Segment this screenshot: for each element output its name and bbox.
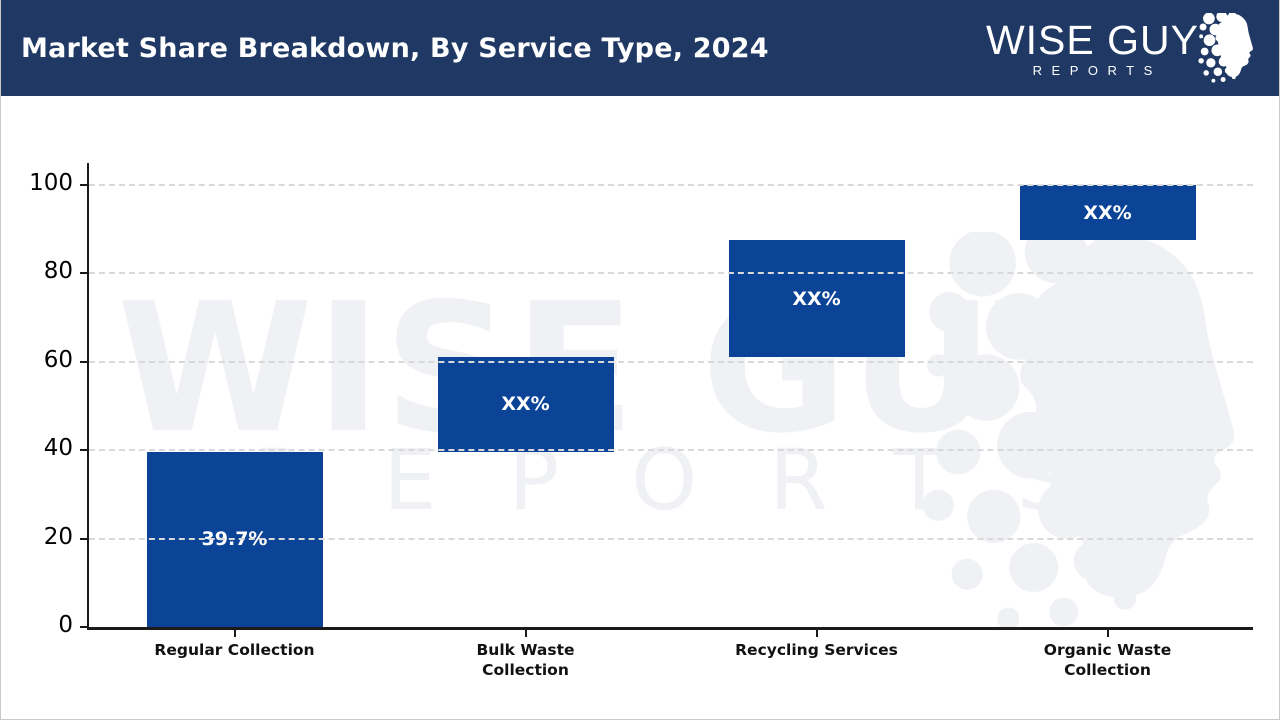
bar: XX% (728, 240, 905, 358)
bar: XX% (1019, 185, 1196, 241)
x-tick (233, 630, 236, 637)
logo-head-icon (1198, 13, 1253, 83)
x-category-label: Organic Waste Collection (1043, 641, 1172, 680)
y-tick (80, 184, 89, 186)
y-tick (80, 360, 89, 363)
logo-wordmark-line1: WISE GUY (985, 16, 1199, 63)
y-tick-label: 100 (29, 170, 73, 196)
x-tick (815, 630, 818, 637)
gridline (89, 360, 1253, 363)
bar: XX% (437, 357, 614, 452)
gridline (89, 184, 1253, 186)
header-bar: Market Share Breakdown, By Service Type,… (1, 0, 1279, 96)
gridline (89, 537, 1253, 540)
y-tick-label: 60 (43, 346, 73, 373)
y-tick (80, 626, 89, 628)
logo-wordmark: WISE GUY REPORTS (985, 16, 1199, 78)
x-tick (1106, 630, 1109, 637)
y-tick-label: 40 (43, 435, 73, 462)
y-tick (80, 449, 89, 452)
x-tick (524, 630, 527, 637)
x-category-label: Regular Collection (154, 641, 315, 659)
y-tick (80, 537, 89, 540)
gridline (89, 449, 1253, 452)
bar-value-label: XX% (501, 393, 550, 416)
x-category-label: Bulk Waste Collection (476, 641, 575, 680)
bar-value-label: XX% (1083, 201, 1132, 224)
logo-wordmark-line2: REPORTS (1032, 62, 1162, 78)
y-tick (80, 272, 89, 275)
bar-value-label: XX% (792, 287, 841, 310)
y-axis-line (87, 162, 89, 629)
y-tick-label: 20 (43, 523, 73, 550)
page-title: Market Share Breakdown, By Service Type,… (21, 32, 769, 64)
x-axis-line (87, 627, 1253, 630)
watermark-head-graphic (922, 232, 1235, 630)
y-tick-label: 80 (43, 258, 73, 285)
x-category-label: Recycling Services (735, 641, 898, 659)
brand-logo: WISE GUY REPORTS (986, 13, 1261, 83)
gridline (89, 272, 1253, 275)
y-tick-label: 0 (58, 612, 73, 638)
